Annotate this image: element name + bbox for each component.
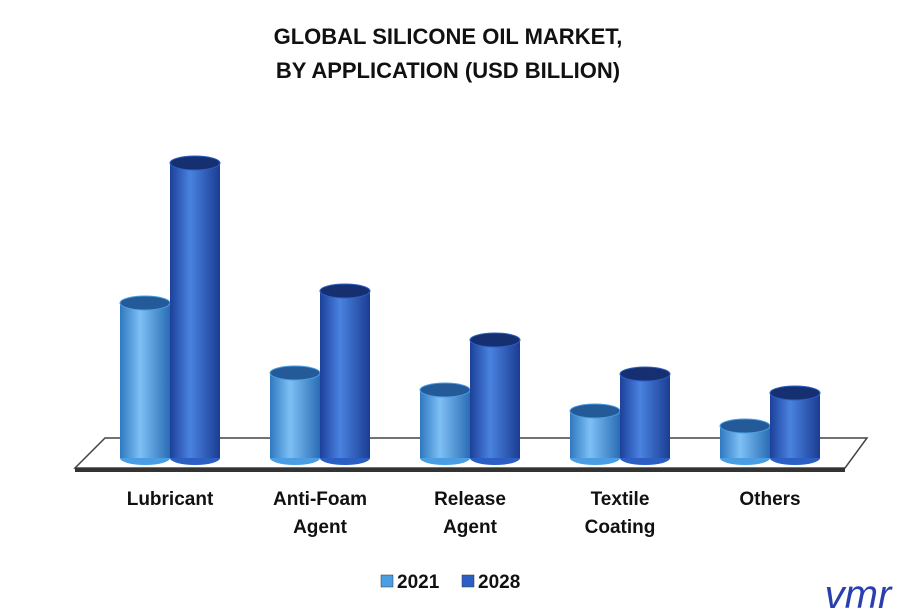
bar: [120, 303, 170, 458]
legend-swatch: [461, 574, 475, 588]
bar: [570, 411, 620, 458]
legend-label: 2021: [397, 572, 440, 593]
bar-top: [719, 418, 771, 434]
bar-top: [569, 403, 621, 419]
x-tick-label: Lubricant: [126, 489, 214, 510]
bar-top: [119, 295, 171, 311]
x-tick-label: Others: [739, 489, 801, 510]
bar: [770, 393, 820, 458]
bar: [170, 163, 220, 458]
bar-top: [769, 385, 821, 401]
bar: [470, 340, 520, 458]
bar-top: [419, 382, 471, 398]
bar-top: [269, 365, 321, 381]
bar-top: [319, 283, 371, 299]
legend-label: 2028: [478, 572, 520, 593]
bar-top: [169, 155, 221, 171]
chart-title: GLOBAL SILICONE OIL MARKET,: [274, 24, 623, 49]
bar-top: [619, 366, 671, 382]
x-tick-label: Release Agent: [434, 489, 506, 538]
bar: [420, 390, 470, 458]
bar: [270, 373, 320, 458]
chart-subtitle: BY APPLICATION (USD BILLION): [276, 58, 620, 83]
x-tick-label: Anti-Foam Agent: [273, 489, 367, 538]
bar: [320, 291, 370, 458]
legend-swatch: [380, 574, 394, 588]
bar-top: [469, 332, 521, 348]
x-tick-label: Textile Coating: [584, 489, 656, 538]
floor-edge: [75, 468, 845, 472]
logo: vmr: [825, 573, 893, 614]
bar: [620, 374, 670, 458]
